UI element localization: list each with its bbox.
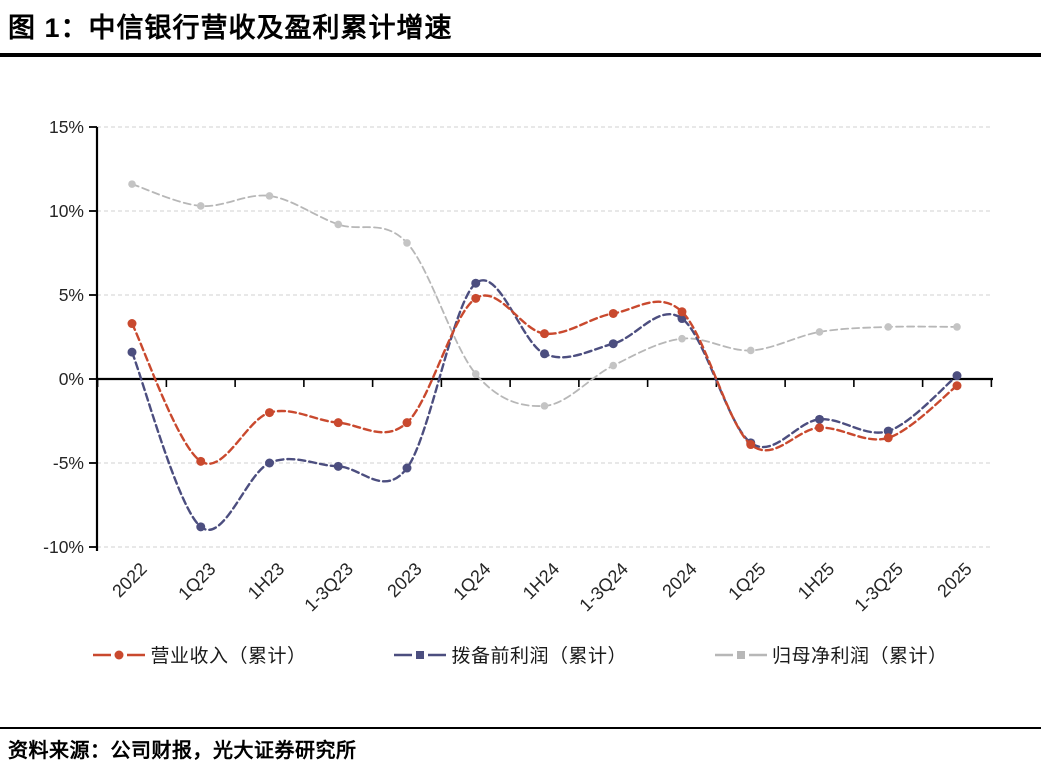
- data-point: [128, 180, 136, 188]
- x-tick-label: 2025: [933, 559, 975, 601]
- chart-area: 15% 10% 5% 0% -5% -10% 2022 1Q23 1H23 1-3Q23 2023 1…: [0, 60, 1041, 635]
- data-point: [403, 239, 411, 247]
- data-point: [265, 408, 274, 418]
- x-tick-label: 2024: [658, 559, 700, 601]
- data-point: [678, 334, 686, 343]
- y-tick-label: 15%: [49, 117, 84, 137]
- x-tick-label: 1H24: [519, 559, 564, 604]
- data-point: [746, 346, 755, 355]
- legend-marker-icon: [715, 650, 767, 659]
- data-point: [334, 220, 343, 229]
- y-tick-label: -10%: [43, 537, 84, 557]
- data-point: [333, 418, 343, 428]
- data-point: [540, 349, 549, 359]
- data-point: [884, 323, 893, 331]
- x-tick-label: 1Q23: [174, 559, 219, 604]
- legend-item: 拨备前利润（累计）: [394, 641, 627, 668]
- data-point: [883, 433, 893, 443]
- data-point: [952, 381, 962, 391]
- data-point: [402, 418, 412, 428]
- data-point: [333, 461, 343, 471]
- data-point: [540, 402, 549, 410]
- data-point: [127, 347, 137, 357]
- y-tick-label: 10%: [49, 201, 84, 221]
- chart-title: 图 1：中信银行营收及盈利累计增速: [8, 13, 453, 43]
- data-point: [815, 328, 824, 336]
- x-tick-label: 2022: [108, 559, 150, 601]
- data-point: [540, 329, 549, 339]
- x-tick-label: 1-3Q24: [575, 559, 632, 616]
- title-divider: [0, 53, 1041, 57]
- data-point: [746, 440, 756, 450]
- source-note: 资料来源：公司财报，光大证券研究所: [8, 740, 357, 762]
- data-point: [196, 202, 205, 210]
- legend-label: 拨备前利润（累计）: [451, 646, 627, 667]
- data-point: [952, 371, 962, 381]
- y-tick-label: 5%: [59, 285, 84, 305]
- legend-marker-icon: [394, 650, 447, 659]
- legend-label: 营业收入（累计）: [150, 646, 307, 667]
- data-point: [677, 314, 687, 324]
- x-tick-label: 1H23: [244, 559, 289, 604]
- x-tick-label: 1Q25: [724, 559, 769, 604]
- data-point: [953, 323, 961, 331]
- data-point: [608, 308, 618, 318]
- legend-label: 归母净利润（累计）: [772, 646, 948, 667]
- data-point: [815, 414, 824, 424]
- y-tick-label: -5%: [53, 453, 84, 473]
- x-tick-label: 2023: [383, 559, 425, 601]
- data-point: [471, 293, 481, 303]
- data-point: [265, 458, 274, 468]
- legend-item: 归母净利润（累计）: [715, 641, 948, 668]
- data-point: [402, 463, 412, 473]
- x-tick-label: 1Q24: [449, 559, 494, 604]
- legend-item: 营业收入（累计）: [93, 641, 306, 668]
- data-point: [471, 278, 481, 288]
- data-point: [883, 426, 893, 436]
- data-point: [127, 319, 137, 329]
- x-tick-label: 1-3Q23: [300, 559, 357, 616]
- data-point: [608, 339, 618, 349]
- data-point: [609, 361, 618, 370]
- legend: 营业收入（累计） 拨备前利润（累计） 归母净利润（累计）: [0, 641, 1041, 668]
- data-point: [196, 456, 206, 466]
- series-line-营业收入（累计）: [130, 294, 959, 465]
- legend-marker-icon: [93, 650, 146, 659]
- data-point: [815, 423, 824, 433]
- data-point: [471, 370, 480, 378]
- x-tick-label: 1H25: [794, 559, 839, 604]
- data-point: [265, 192, 274, 200]
- footer-divider: [0, 727, 1041, 729]
- data-point: [677, 307, 687, 317]
- x-tick-label: 1-3Q25: [850, 559, 907, 616]
- chart-canvas: 15% 10% 5% 0% -5% -10% 2022 1Q23 1H23 1-3Q23 2023 1…: [43, 117, 993, 616]
- data-point: [196, 522, 206, 532]
- series-line-拨备前利润（累计）: [130, 279, 959, 531]
- y-tick-label: 0%: [59, 369, 84, 389]
